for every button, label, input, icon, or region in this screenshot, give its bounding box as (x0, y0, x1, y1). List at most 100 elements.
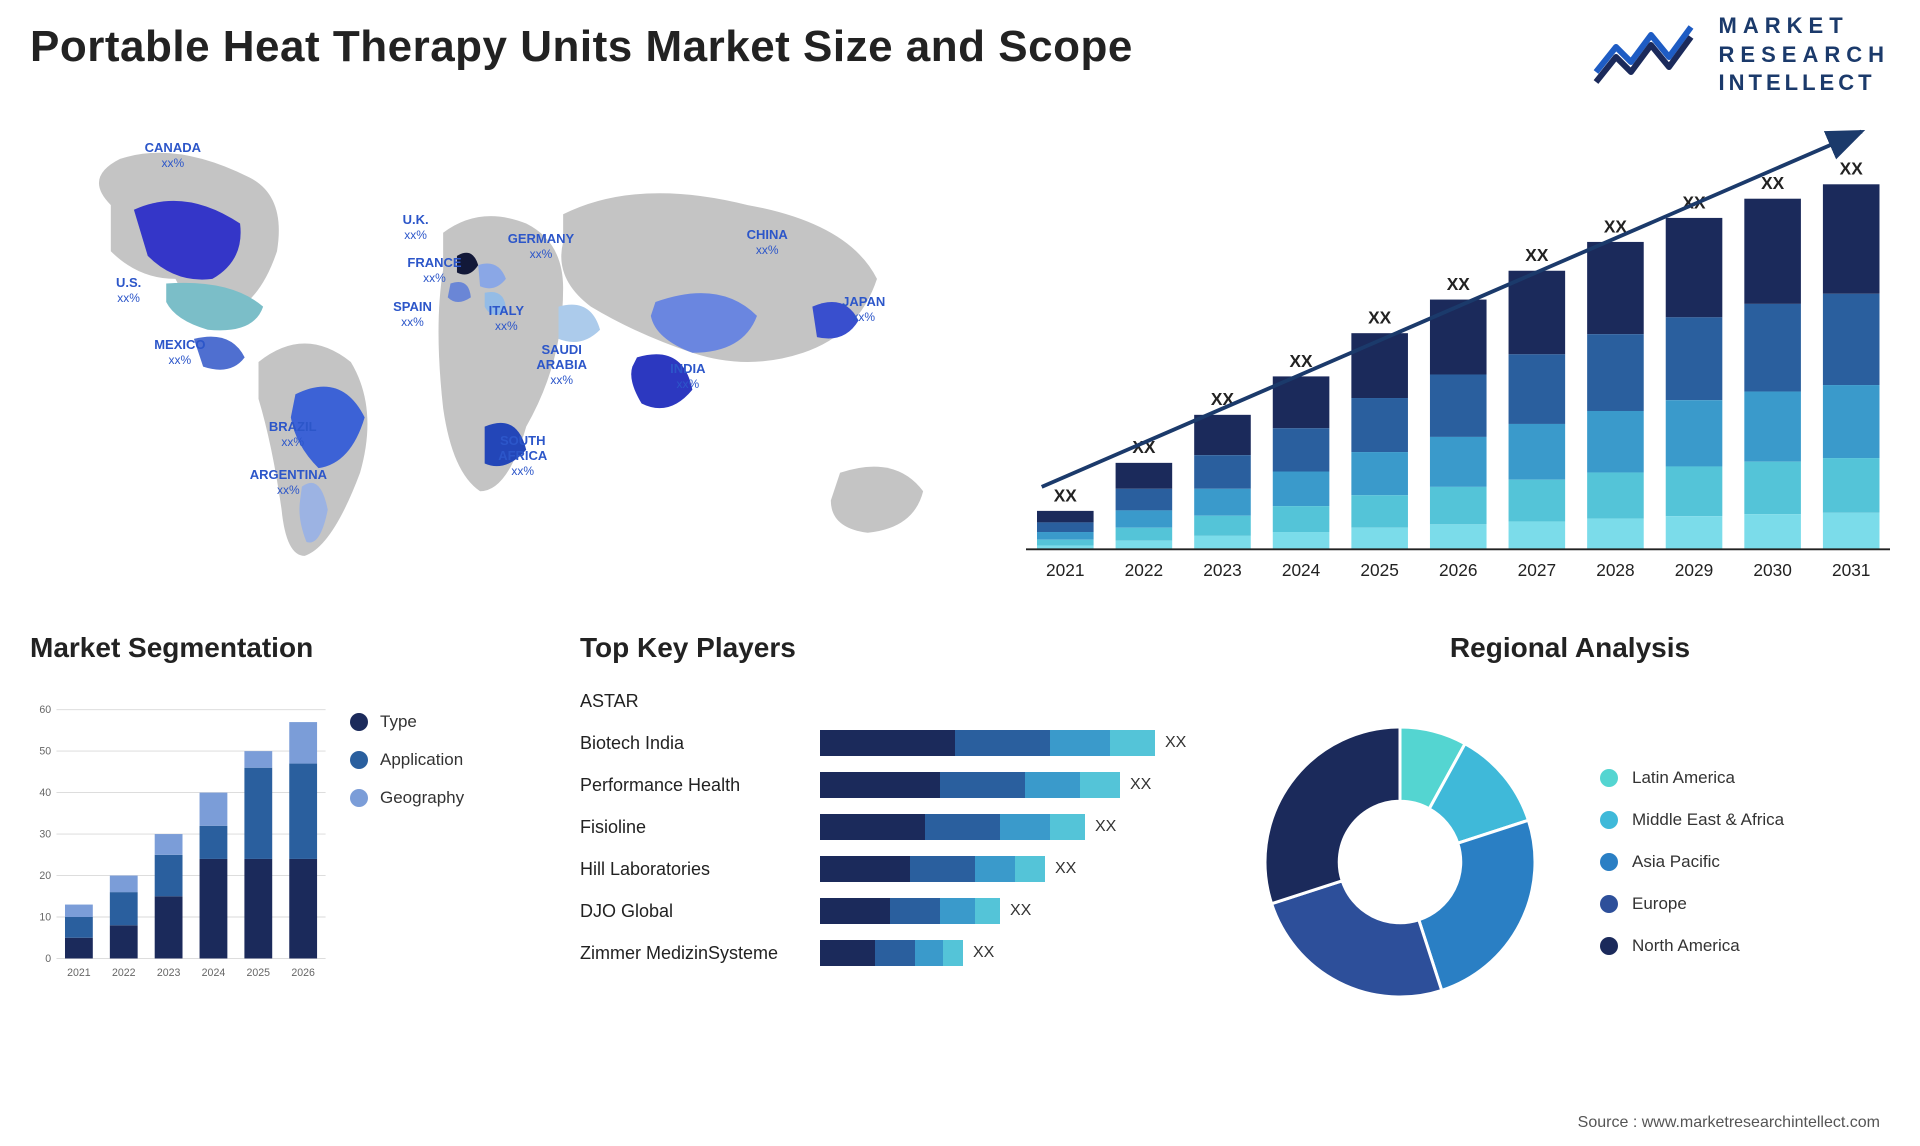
legend-label: Latin America (1632, 768, 1735, 788)
growth-chart: XX2021XX2022XX2023XX2024XX2025XX2026XX20… (1026, 122, 1891, 602)
legend-dot (1600, 769, 1618, 787)
player-name: Performance Health (580, 775, 820, 796)
svg-text:2022: 2022 (1124, 560, 1162, 580)
legend-item: Middle East & Africa (1600, 810, 1784, 830)
map-label: MEXICOxx% (154, 338, 205, 368)
player-bar (820, 898, 1000, 924)
legend-label: North America (1632, 936, 1740, 956)
map-label: ARGENTINAxx% (250, 468, 327, 498)
svg-text:2023: 2023 (1203, 560, 1241, 580)
bar-segment (820, 940, 875, 966)
bar-segment (820, 814, 925, 840)
svg-text:2021: 2021 (1046, 560, 1084, 580)
bar-segment (1080, 772, 1120, 798)
page-title: Portable Heat Therapy Units Market Size … (30, 12, 1133, 72)
map-label: SAUDIARABIAxx% (536, 343, 587, 388)
player-name: DJO Global (580, 901, 820, 922)
map-label: INDIAxx% (670, 362, 705, 392)
bar-segment (975, 856, 1015, 882)
bar-segment (955, 730, 1050, 756)
player-value: XX (1095, 818, 1116, 836)
player-bar-area: XX (820, 772, 1200, 798)
legend-item: Latin America (1600, 768, 1784, 788)
player-name: Biotech India (580, 733, 820, 754)
map-label: CANADAxx% (145, 141, 201, 171)
world-map-panel: CANADAxx% U.S.xx% MEXICOxx% BRAZILxx% ARGENT… (30, 122, 986, 602)
regional-legend: Latin America Middle East & Africa Asia Pa… (1600, 768, 1784, 956)
segmentation-chart: 0102030405060202120222023202420252026 (30, 682, 330, 1002)
segmentation-svg: 0102030405060202120222023202420252026 (30, 682, 330, 1002)
svg-text:2025: 2025 (247, 967, 271, 979)
header: Portable Heat Therapy Units Market Size … (30, 12, 1890, 112)
legend-label: Application (380, 750, 463, 770)
player-bar-area: XX (820, 814, 1200, 840)
source-label: Source : www.marketresearchintellect.com (1578, 1114, 1880, 1132)
bar-segment (890, 898, 940, 924)
svg-text:2031: 2031 (1831, 560, 1869, 580)
player-value: XX (1130, 776, 1151, 794)
legend-label: Geography (380, 788, 464, 808)
player-value: XX (1010, 902, 1031, 920)
legend-item: Asia Pacific (1600, 852, 1784, 872)
player-row: Fisioline XX (580, 808, 1200, 846)
player-row: Performance Health XX (580, 766, 1200, 804)
svg-text:2024: 2024 (1281, 560, 1320, 580)
bar-segment (975, 898, 1000, 924)
brand-line1: MARKET (1719, 12, 1890, 41)
world-map: CANADAxx% U.S.xx% MEXICOxx% BRAZILxx% ARGENT… (30, 122, 986, 602)
svg-text:2022: 2022 (112, 967, 136, 979)
legend-label: Type (380, 712, 417, 732)
player-bar (820, 730, 1155, 756)
svg-text:40: 40 (39, 787, 51, 799)
bar-segment (925, 814, 1000, 840)
top-row: CANADAxx% U.S.xx% MEXICOxx% BRAZILxx% ARGENT… (30, 122, 1890, 602)
player-bar (820, 772, 1120, 798)
legend-label: Europe (1632, 894, 1687, 914)
legend-dot (350, 713, 368, 731)
bar-segment (1000, 814, 1050, 840)
brand-line2: RESEARCH (1719, 41, 1890, 70)
map-label: U.S.xx% (116, 276, 141, 306)
bar-segment (820, 898, 890, 924)
bar-segment (915, 940, 943, 966)
map-label: ITALYxx% (489, 304, 524, 334)
svg-text:10: 10 (39, 912, 51, 924)
segmentation-title: Market Segmentation (30, 632, 530, 664)
legend-dot (1600, 853, 1618, 871)
segmentation-legend: Type Application Geography (350, 682, 530, 826)
segmentation-panel: Market Segmentation 01020304050602021202… (30, 632, 530, 1032)
players-title: Top Key Players (580, 632, 1200, 664)
map-label: U.K.xx% (403, 213, 429, 243)
player-value: XX (1165, 734, 1186, 752)
svg-text:XX: XX (1525, 245, 1549, 265)
player-bar-area: XX (820, 898, 1200, 924)
legend-item: North America (1600, 936, 1784, 956)
bar-segment (820, 730, 955, 756)
map-label: GERMANYxx% (508, 232, 574, 262)
bar-segment (940, 898, 975, 924)
bar-segment (820, 772, 940, 798)
legend-dot (1600, 895, 1618, 913)
bar-segment (940, 772, 1025, 798)
svg-text:2027: 2027 (1517, 560, 1555, 580)
bar-segment (820, 856, 910, 882)
player-row: Zimmer MedizinSystemeXX (580, 934, 1200, 972)
legend-dot (1600, 811, 1618, 829)
bar-segment (910, 856, 975, 882)
player-bar (820, 856, 1045, 882)
legend-label: Middle East & Africa (1632, 810, 1784, 830)
donut-chart (1250, 712, 1550, 1012)
players-list: ASTARBiotech IndiaXXPerformance HealthXX… (580, 682, 1200, 972)
player-bar-area: XX (820, 856, 1200, 882)
svg-text:2026: 2026 (291, 967, 315, 979)
player-row: Hill LaboratoriesXX (580, 850, 1200, 888)
player-bar-area: XX (820, 940, 1200, 966)
svg-text:XX: XX (1761, 173, 1785, 193)
legend-dot (350, 751, 368, 769)
svg-text:60: 60 (39, 704, 51, 716)
player-name: Fisioline (580, 817, 820, 838)
bar-segment (1050, 730, 1110, 756)
map-label: BRAZILxx% (269, 420, 317, 450)
svg-text:2021: 2021 (67, 967, 91, 979)
brand-line3: INTELLECT (1719, 69, 1890, 98)
